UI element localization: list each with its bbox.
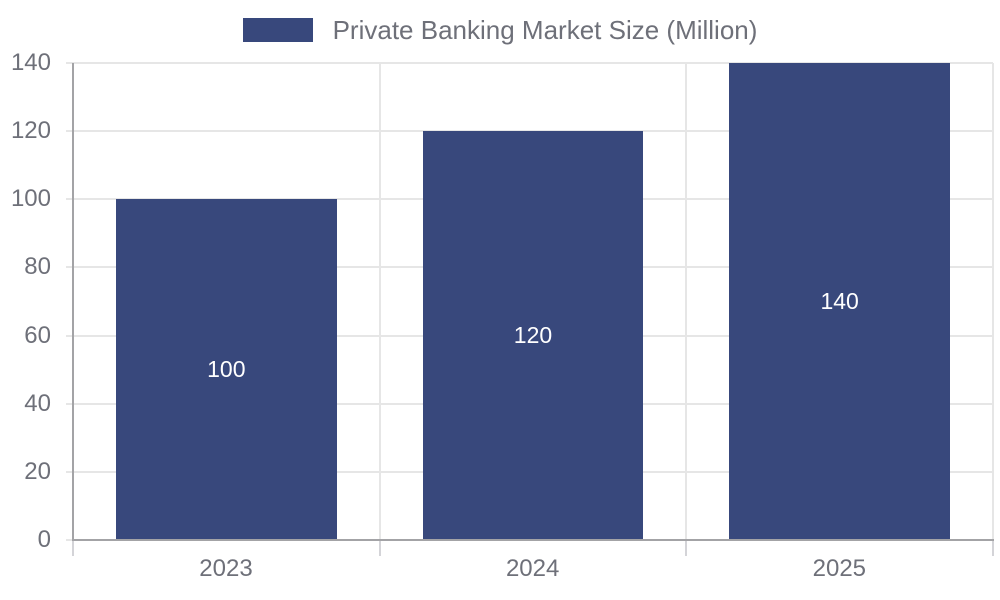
x-tick-label-2023: 2023 <box>199 555 253 582</box>
x-axis-line <box>72 539 994 541</box>
legend-label: Private Banking Market Size (Million) <box>332 14 758 45</box>
y-tick-label-60: 60 <box>24 321 51 349</box>
gridline-x-boundary-1 <box>378 63 381 540</box>
bar-value-label: 100 <box>207 356 246 383</box>
gridline-x-boundary-3 <box>992 63 994 540</box>
chart-legend[interactable]: Private Banking Market Size (Million) <box>0 12 1000 48</box>
bar-2025[interactable]: 140 <box>729 63 951 540</box>
tick-y-0 <box>66 539 73 541</box>
y-axis-line <box>72 63 74 540</box>
x-tick-1 <box>378 540 381 556</box>
gridline-y-140 <box>66 62 993 64</box>
plot-area: 0 20 40 60 80 100 120 140 100 2023 120 2024 140 2025 <box>11 51 994 582</box>
x-tick-2 <box>685 540 688 556</box>
bar-2023[interactable]: 100 <box>115 199 337 540</box>
y-tick-label-100: 100 <box>10 185 51 213</box>
gridline-x-boundary-2 <box>685 63 688 540</box>
legend-swatch-icon <box>242 18 313 42</box>
bar-value-label: 140 <box>820 288 859 314</box>
y-tick-label-80: 80 <box>24 253 51 281</box>
y-tick-label-120: 120 <box>10 117 51 145</box>
x-tick-3 <box>992 540 994 556</box>
bar-value-label: 120 <box>513 322 553 349</box>
y-tick-label-140: 140 <box>10 49 51 76</box>
x-tick-label-2024: 2024 <box>505 555 560 582</box>
y-tick-label-0: 0 <box>37 526 51 553</box>
x-tick-label-2025: 2025 <box>812 555 867 582</box>
y-tick-label-20: 20 <box>24 457 51 485</box>
y-tick-label-40: 40 <box>24 389 51 417</box>
x-tick-0 <box>72 540 74 556</box>
bar-2024[interactable]: 120 <box>422 131 644 540</box>
